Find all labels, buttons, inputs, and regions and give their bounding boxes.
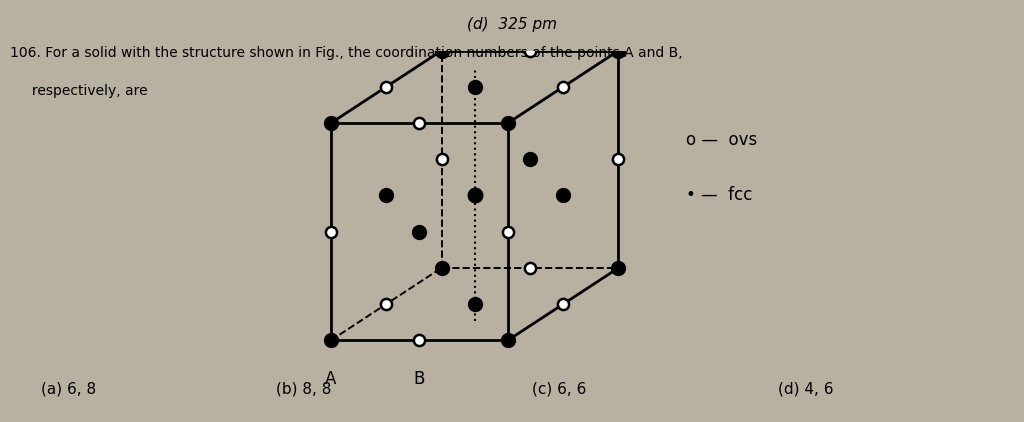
Text: 106. For a solid with the structure shown in Fig., the coordination numbers of t: 106. For a solid with the structure show… bbox=[10, 46, 683, 60]
Point bbox=[433, 47, 450, 54]
Text: (d) 4, 6: (d) 4, 6 bbox=[778, 381, 834, 397]
Point bbox=[522, 265, 539, 271]
Point bbox=[412, 120, 428, 127]
Point bbox=[378, 192, 394, 199]
Text: • —  fcc: • — fcc bbox=[686, 186, 753, 204]
Point bbox=[500, 337, 516, 344]
Point bbox=[610, 265, 627, 271]
Text: (b) 8, 8: (b) 8, 8 bbox=[276, 381, 332, 397]
Text: (d)  325 pm: (d) 325 pm bbox=[467, 17, 557, 32]
Point bbox=[323, 337, 339, 344]
Point bbox=[412, 337, 428, 344]
Point bbox=[500, 228, 516, 235]
Point bbox=[378, 84, 394, 90]
Point bbox=[378, 301, 394, 308]
Point bbox=[323, 228, 339, 235]
Text: B: B bbox=[414, 370, 425, 388]
Point bbox=[412, 228, 428, 235]
Point bbox=[555, 301, 571, 308]
Text: (a) 6, 8: (a) 6, 8 bbox=[41, 381, 96, 397]
Point bbox=[467, 192, 483, 199]
Point bbox=[500, 120, 516, 127]
Point bbox=[323, 120, 339, 127]
Point bbox=[433, 265, 450, 271]
Point bbox=[467, 84, 483, 90]
Text: o —  ovs: o — ovs bbox=[686, 131, 758, 149]
Text: A: A bbox=[326, 370, 337, 388]
Point bbox=[610, 47, 627, 54]
Text: (c) 6, 6: (c) 6, 6 bbox=[532, 381, 587, 397]
Point bbox=[555, 84, 571, 90]
Point bbox=[522, 47, 539, 54]
Point bbox=[467, 301, 483, 308]
Point bbox=[555, 192, 571, 199]
Text: respectively, are: respectively, are bbox=[10, 84, 147, 98]
Point bbox=[433, 156, 450, 162]
Point bbox=[522, 156, 539, 162]
Point bbox=[610, 156, 627, 162]
